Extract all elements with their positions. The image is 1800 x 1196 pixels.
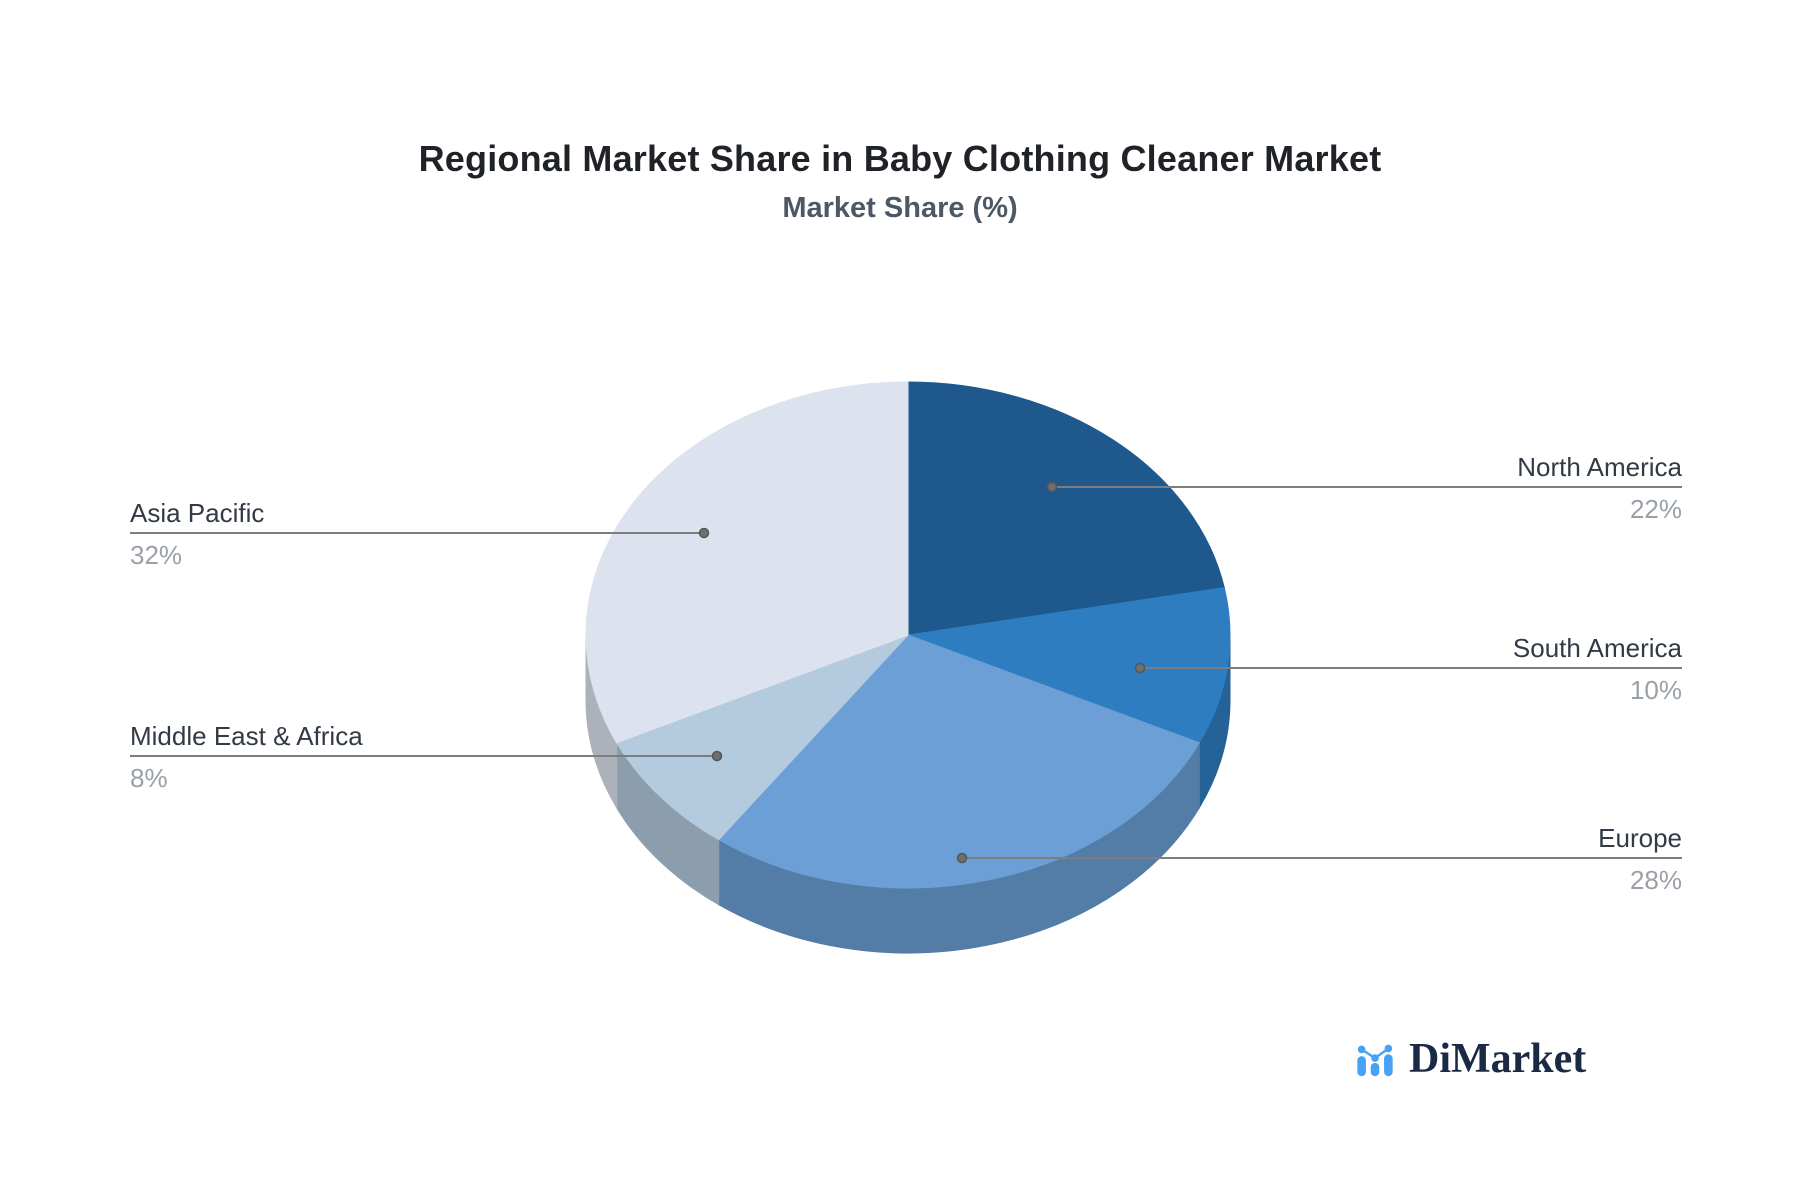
pie-slice-south-america[interactable] [907,587,1231,744]
slice-dot [1134,662,1146,674]
slice-name: Europe [1598,823,1682,853]
slice-percent: 28% [1629,865,1682,895]
pie-slice-europe[interactable] [717,634,1201,889]
pie-slice-asia-pacific[interactable] [585,381,909,744]
slice-name: South America [1512,633,1682,663]
page-title: Regional Market Share in Baby Clothing C… [418,138,1382,179]
slice-dot [1046,481,1058,493]
slice-name: Middle East & Africa [130,721,363,751]
slice-dot [956,852,968,864]
pie-slice-middle-east-africa[interactable] [615,634,909,841]
slice-percent: 22% [1629,494,1682,524]
brand-logo: DiMarket [1354,1036,1586,1082]
brand-name: DiMarket [1409,1036,1587,1082]
pie-slice-north-america[interactable] [907,381,1225,636]
slice-percent: 10% [1629,675,1682,705]
slice-dot [711,750,723,762]
slice-label-north-america: North America 22% [1517,451,1682,525]
slice-dot [698,527,710,539]
slice-name: North America [1517,452,1682,482]
page-subtitle: Market Share (%) [782,192,1018,224]
slice-percent: 32% [130,540,183,570]
slice-label-south-america: South America 10% [1513,632,1682,706]
slice-percent: 8% [130,763,168,793]
bar-line-chart-icon [1357,1044,1393,1077]
slice-label-asia-pacific: Asia Pacific 32% [130,497,264,571]
slice-label-middle-east-africa: Middle East & Africa 8% [130,720,363,794]
slice-label-europe: Europe 28% [1598,822,1682,896]
slice-name: Asia Pacific [130,498,265,528]
